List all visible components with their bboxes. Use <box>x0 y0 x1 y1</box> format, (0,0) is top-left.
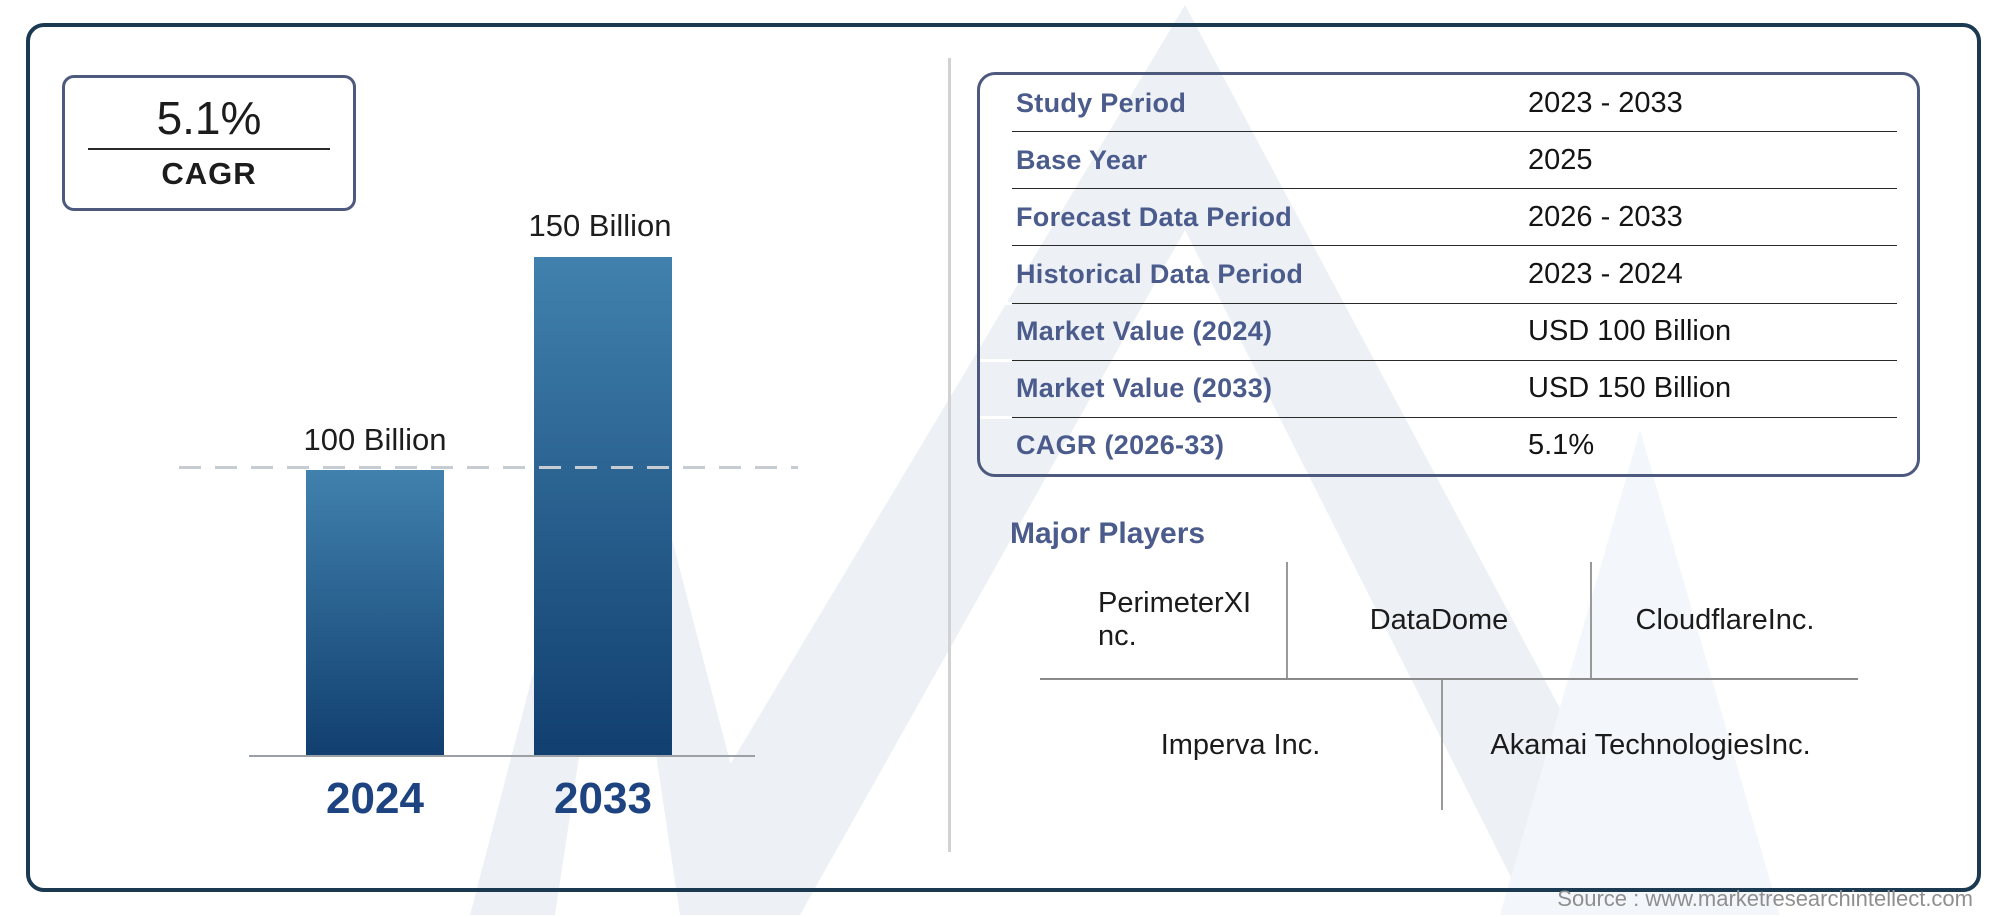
player-name: Akamai TechnologiesInc. <box>1490 728 1811 761</box>
table-row: Forecast Data Period 2026 - 2033 <box>980 189 1917 248</box>
table-row-label: Market Value (2033) <box>1016 373 1273 404</box>
player-cell: Imperva Inc. <box>1040 680 1441 810</box>
major-players-row-1: PerimeterXInc. DataDome CloudflareInc. <box>1040 562 1858 678</box>
player-cell: PerimeterXInc. <box>1040 562 1286 678</box>
table-row-value: 2026 - 2033 <box>1528 200 1683 233</box>
separator-mask <box>1897 416 1917 419</box>
separator-mask <box>980 416 1012 419</box>
player-cell: DataDome <box>1286 562 1590 678</box>
panel-divider <box>948 58 951 852</box>
separator-mask <box>1897 130 1917 134</box>
separator-mask <box>1897 359 1917 362</box>
table-row: Study Period 2023 - 2033 <box>980 75 1917 134</box>
table-row-value: 2023 - 2033 <box>1528 86 1683 119</box>
cagr-badge-divider <box>88 147 330 150</box>
player-cell: CloudflareInc. <box>1590 562 1858 678</box>
bar-value-label-2024: 100 Billion <box>303 422 447 457</box>
table-row-label: Market Value (2024) <box>1016 316 1273 347</box>
table-row: CAGR (2026-33) 5.1% <box>980 418 1917 474</box>
table-row: Market Value (2033) USD 150 Billion <box>980 361 1917 419</box>
separator-mask <box>1897 244 1917 248</box>
player-name: Imperva Inc. <box>1160 728 1321 761</box>
separator-mask <box>980 244 1012 248</box>
cagr-badge-label: CAGR <box>161 155 257 191</box>
player-name: DataDome <box>1369 603 1509 636</box>
table-row-value: 2025 <box>1528 143 1593 176</box>
player-name: PerimeterXInc. <box>1098 586 1252 652</box>
table-row: Market Value (2024) USD 100 Billion <box>980 304 1917 362</box>
table-row-value: USD 100 Billion <box>1528 315 1732 348</box>
table-row-label: Historical Data Period <box>1016 258 1304 289</box>
player-cell: Akamai TechnologiesInc. <box>1441 680 1858 810</box>
separator-mask <box>1897 187 1917 191</box>
table-row: Historical Data Period 2023 - 2024 <box>980 246 1917 305</box>
study-info-table: Study Period 2023 - 2033 Base Year 2025 … <box>977 72 1920 477</box>
table-row-value: 2023 - 2024 <box>1528 257 1683 290</box>
reference-dashed-line <box>179 466 798 469</box>
x-axis-label-2024: 2024 <box>326 774 424 823</box>
cagr-badge: 5.1% CAGR <box>62 75 356 211</box>
table-row-label: Base Year <box>1016 144 1148 175</box>
major-players-row-2: Imperva Inc. Akamai TechnologiesInc. <box>1040 680 1858 810</box>
table-row-value: 5.1% <box>1528 429 1595 462</box>
separator-mask <box>1897 302 1917 305</box>
table-row-label: Study Period <box>1016 87 1187 118</box>
cagr-badge-value: 5.1% <box>156 92 262 145</box>
bar-2024 <box>306 470 444 756</box>
bar-value-label-2033: 150 Billion <box>528 208 672 243</box>
table-row-label: CAGR (2026-33) <box>1016 430 1225 461</box>
table-row-label: Forecast Data Period <box>1016 201 1293 232</box>
separator-mask <box>980 187 1012 191</box>
x-axis-label-2033: 2033 <box>554 774 652 823</box>
bar-2033 <box>534 257 672 756</box>
table-row-value: USD 150 Billion <box>1528 372 1732 405</box>
separator-mask <box>980 302 1012 305</box>
x-axis-baseline <box>249 755 755 757</box>
table-row: Base Year 2025 <box>980 132 1917 191</box>
player-name: CloudflareInc. <box>1635 603 1815 636</box>
separator-mask <box>980 359 1012 362</box>
source-attribution: Source : www.marketresearchintellect.com <box>1557 886 1973 911</box>
major-players-heading: Major Players <box>1010 517 1206 550</box>
major-players-horizontal-line <box>1040 678 1858 680</box>
separator-mask <box>980 130 1012 134</box>
